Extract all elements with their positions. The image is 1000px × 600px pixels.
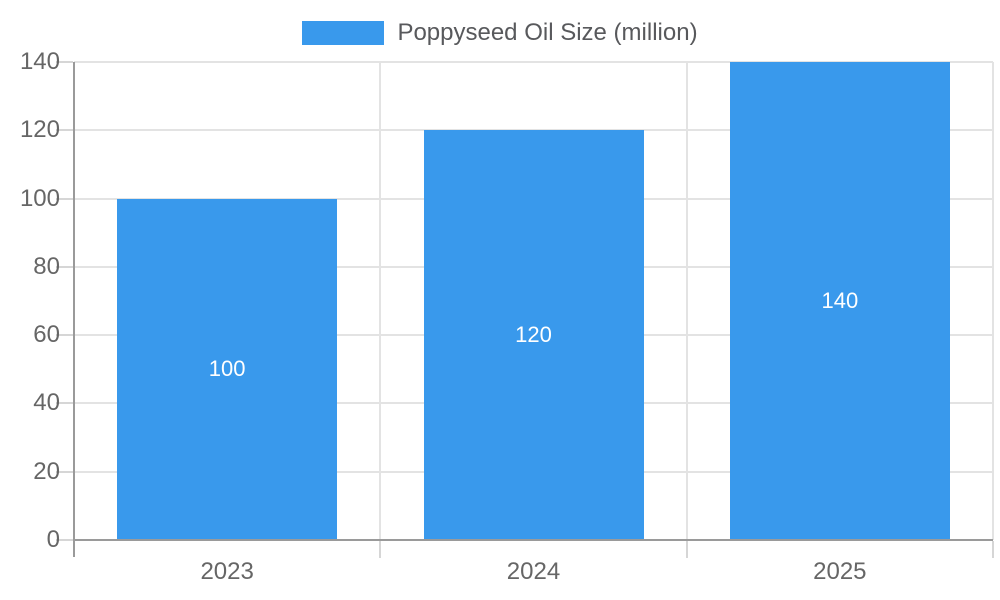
y-tick — [56, 334, 73, 337]
y-axis-tick-label: 20 — [33, 457, 60, 485]
bar-2023 — [117, 198, 338, 540]
y-tick — [56, 470, 73, 473]
x-axis-category-label: 2024 — [506, 558, 561, 585]
bar-data-label: 100 — [208, 356, 246, 382]
y-axis-tick-label: 80 — [33, 252, 60, 280]
bar-2025 — [729, 62, 950, 540]
chart-legend[interactable]: Poppyseed Oil Size (million) — [0, 19, 1000, 47]
bar-data-label: 140 — [821, 288, 859, 313]
y-axis-tick-label: 40 — [33, 389, 60, 417]
x-tick — [379, 541, 382, 558]
y-axis-line — [73, 62, 75, 557]
y-axis-tick-label: 60 — [33, 321, 60, 349]
bar-data-label: 120 — [515, 322, 552, 348]
y-tick — [56, 402, 73, 405]
y-tick — [56, 61, 73, 63]
x-tick — [992, 541, 994, 558]
y-axis-tick-label: 120 — [19, 116, 60, 144]
x-axis-category-label: 2025 — [813, 558, 867, 585]
x-gridline — [379, 62, 382, 540]
y-axis-tick-label: 100 — [19, 184, 60, 212]
x-axis-line — [56, 539, 993, 541]
x-gridline — [992, 62, 994, 540]
y-tick — [56, 539, 73, 541]
y-gridline — [74, 61, 993, 63]
y-tick — [56, 197, 73, 200]
y-tick — [56, 129, 73, 132]
x-axis-category-label: 2023 — [200, 558, 254, 585]
legend-color-swatch — [302, 21, 385, 45]
x-gridline — [685, 62, 688, 540]
y-axis-tick-label: 140 — [19, 48, 60, 75]
legend-series-label: Poppyseed Oil Size (million) — [397, 19, 698, 46]
y-axis-tick-label: 0 — [46, 526, 60, 553]
bar-2024 — [423, 130, 644, 540]
y-tick — [56, 265, 73, 268]
x-tick — [685, 541, 688, 558]
